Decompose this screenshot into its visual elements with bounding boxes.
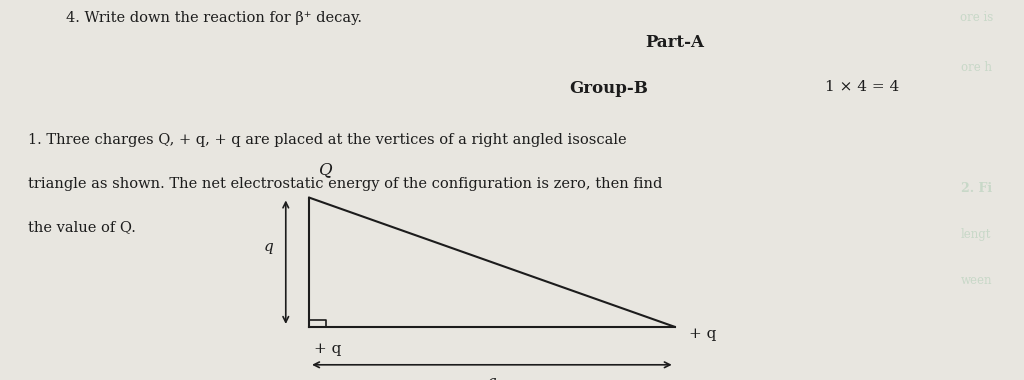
Text: Group-B: Group-B	[569, 80, 648, 97]
Text: ore h: ore h	[961, 61, 991, 74]
Text: + q: + q	[314, 342, 341, 356]
Text: q: q	[264, 240, 273, 254]
Text: ween: ween	[961, 274, 992, 287]
Text: 4. Write down the reaction for β⁺ decay.: 4. Write down the reaction for β⁺ decay.	[66, 11, 361, 25]
Text: 1. Three charges Q, + q, + q are placed at the vertices of a right angled isosca: 1. Three charges Q, + q, + q are placed …	[28, 133, 627, 147]
Text: 2. Fi: 2. Fi	[961, 182, 991, 195]
Text: Part-A: Part-A	[645, 34, 705, 51]
Text: 1 × 4 = 4: 1 × 4 = 4	[825, 80, 899, 94]
Text: q: q	[487, 375, 497, 380]
Text: the value of Q.: the value of Q.	[28, 220, 136, 234]
Text: ore is: ore is	[959, 11, 992, 24]
Text: + q: + q	[689, 328, 716, 341]
Text: triangle as shown. The net electrostatic energy of the configuration is zero, th: triangle as shown. The net electrostatic…	[28, 177, 663, 191]
Text: lengt: lengt	[961, 228, 991, 241]
Text: Q: Q	[318, 162, 332, 179]
